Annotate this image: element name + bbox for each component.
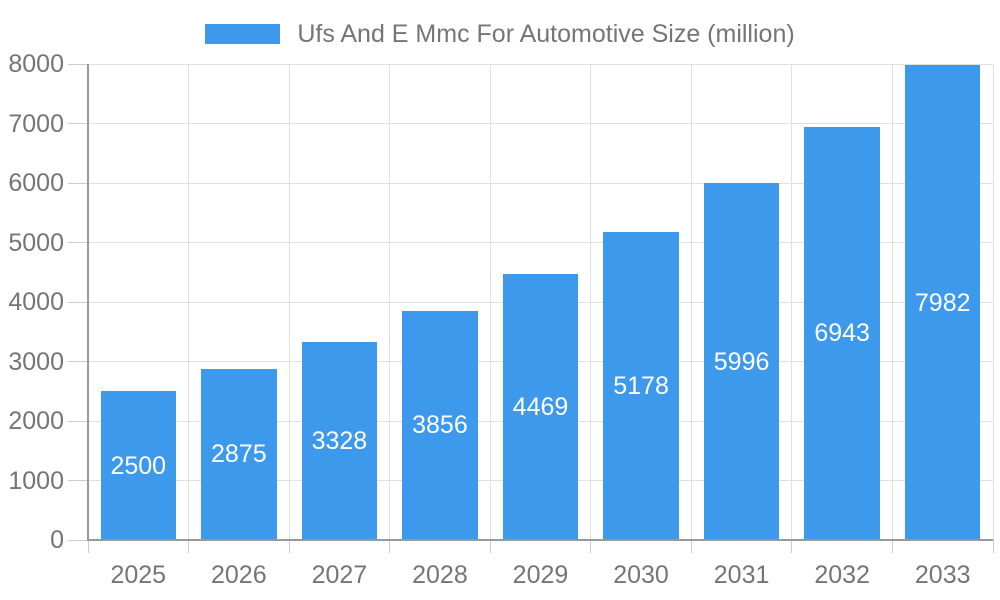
y-axis-label: 1000 [8,466,64,495]
bar-2027[interactable] [301,341,378,540]
y-axis-line [87,64,89,541]
x-gridline [992,64,994,540]
bar-2025[interactable] [100,391,176,540]
x-axis-label: 2028 [412,561,468,589]
x-gridline [690,64,692,540]
bar-2028[interactable] [402,310,478,540]
x-gridline [791,64,793,540]
y-axis-label: 2000 [8,407,64,435]
x-axis-label: 2026 [211,561,267,589]
x-axis-line [88,539,993,541]
y-tick [68,539,88,541]
x-tick [791,540,793,553]
bar-2032[interactable] [804,126,880,540]
x-axis-label: 2033 [914,561,971,589]
bar-value-label: 4469 [512,393,569,422]
x-gridline [288,64,290,540]
bar-2026[interactable] [201,368,277,540]
bar-2033[interactable] [905,65,981,540]
y-tick [68,242,88,243]
y-tick [68,480,88,481]
x-tick [188,540,190,553]
bar-value-label: 2875 [211,440,267,469]
x-tick [288,540,290,553]
x-tick [992,540,994,553]
legend-item[interactable]: Ufs And E Mmc For Automotive Size (milli… [0,20,1000,48]
y-axis-label: 4000 [8,288,64,316]
x-tick [690,540,692,553]
y-tick [68,123,88,124]
bar-value-label: 3328 [311,426,368,455]
bar-value-label: 6943 [814,319,870,348]
y-gridline [88,242,993,243]
x-axis-label: 2025 [110,561,167,589]
y-tick [68,420,88,422]
bar-value-label: 7982 [914,288,971,317]
x-gridline [590,64,592,540]
y-tick [68,182,88,184]
bar-value-label: 3856 [412,411,468,440]
bar-2030[interactable] [603,231,679,540]
y-axis-label: 7000 [8,109,64,138]
y-axis-label: 8000 [8,50,64,78]
x-gridline [489,64,491,540]
x-tick [87,540,89,553]
y-tick [68,361,88,362]
x-tick [389,540,391,553]
x-gridline [891,64,893,540]
y-gridline [88,123,993,124]
bar-2031[interactable] [703,183,780,540]
x-tick [590,540,592,553]
x-axis-label: 2030 [613,561,669,589]
y-gridline [88,182,993,184]
legend-swatch [205,24,281,44]
x-axis-label: 2029 [512,561,569,589]
y-tick [68,63,88,65]
y-axis-label: 3000 [8,347,64,376]
x-gridline [188,64,190,540]
bar-value-label: 5996 [713,347,770,376]
y-axis-label: 5000 [8,228,64,257]
x-axis-label: 2027 [311,561,368,589]
bar-value-label: 5178 [613,371,669,400]
y-gridline [88,63,993,65]
y-axis-label: 6000 [8,169,64,197]
x-gridline [389,64,391,540]
x-axis-label: 2032 [814,561,870,589]
bar-value-label: 2500 [110,451,167,480]
y-axis-label: 0 [50,526,64,554]
x-axis-label: 2031 [713,561,770,589]
y-tick [68,301,88,303]
legend-label: Ufs And E Mmc For Automotive Size (milli… [297,20,795,48]
x-tick [489,540,491,553]
bar-2029[interactable] [502,274,579,540]
x-tick [891,540,893,553]
